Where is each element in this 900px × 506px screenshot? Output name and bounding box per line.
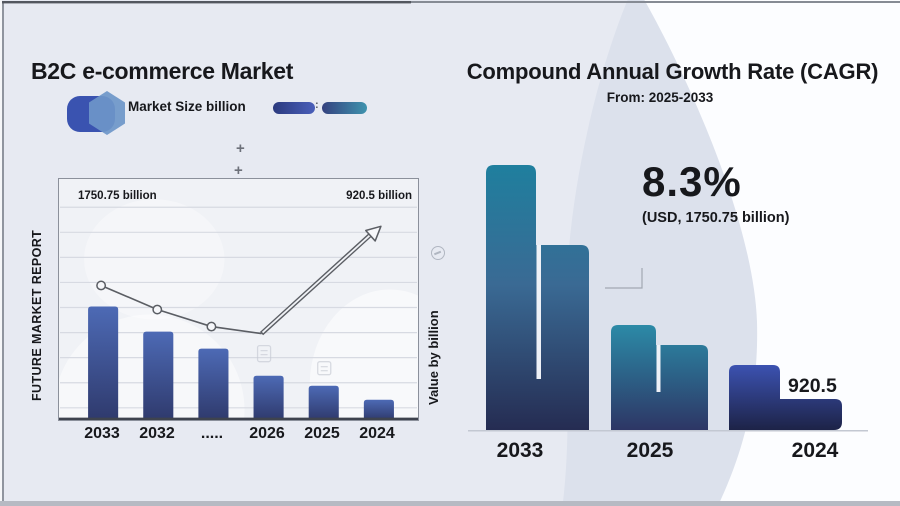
- ratio-pill-right: [322, 102, 367, 114]
- right-x-axis-label: 2033: [497, 439, 544, 462]
- trend-marker: [152, 304, 163, 315]
- bar-slit: [656, 345, 661, 392]
- x-axis-label: .....: [200, 425, 224, 442]
- future-market-report-watermark: FUTURE MARKET REPORT: [30, 229, 44, 401]
- x-axis-label: 2032: [139, 425, 175, 442]
- x-axis-labels: 2033 2032..... 2026 2025 2024: [58, 425, 419, 445]
- ratio-pill-left: [273, 102, 315, 114]
- mini-doc-icon: [256, 344, 272, 363]
- right-x-axis-label: 2024: [792, 439, 839, 462]
- bar-slit: [536, 245, 541, 379]
- cagr-value: 8.3%: [642, 158, 742, 205]
- x-axis-label: 2024: [359, 425, 395, 442]
- plus-mark: +: [234, 162, 243, 179]
- left-chart-title: B2C e-commerce Market: [31, 58, 294, 84]
- region-legend: MEALatin AmericaAsia PacificEuropeNorth …: [0, 460, 900, 500]
- mini-doc-icon: [317, 361, 332, 376]
- frame-left-edge: [0, 0, 2, 506]
- bracket-callout: [605, 268, 643, 289]
- cagr-bar-2024-tall: [729, 365, 780, 430]
- left-chart-svg: [59, 199, 418, 420]
- value-axis-label: Value by billion: [426, 310, 441, 405]
- cagr-bar-2025-tall: [611, 325, 656, 430]
- cagr-subtitle: From: 2025-2033: [606, 90, 714, 105]
- frame-left-line: [2, 2, 4, 504]
- cagr-bar-2033-tall: [486, 165, 536, 430]
- trend-marker: [206, 321, 217, 332]
- trend-marker: [96, 280, 107, 291]
- x-axis-label: 2026: [249, 425, 285, 442]
- ratio-colon: :: [315, 99, 319, 111]
- max-value-label: 1750.75 billion: [78, 190, 157, 202]
- x-axis-label: 2025: [304, 425, 340, 442]
- right-chart-svg: 2033 2025 2024 920.5: [468, 165, 868, 462]
- market-size-bar: [143, 331, 174, 420]
- market-size-bar: [363, 399, 394, 420]
- frame-top-line-dark: [2, 1, 411, 4]
- market-size-bar: [88, 306, 119, 420]
- minus-circle-tick: [433, 250, 442, 255]
- market-size-bar: [308, 385, 339, 420]
- right-x-axis-label: 2025: [627, 439, 674, 462]
- cagr-title: Compound Annual Growth Rate (CAGR): [466, 59, 879, 84]
- plus-mark: +: [236, 140, 245, 157]
- x-axis-label: 2033: [84, 425, 120, 442]
- market-chart-panel: [58, 178, 419, 421]
- watermark-blob: [84, 199, 225, 320]
- market-size-bar: [253, 375, 284, 420]
- min-value-label: 920.5 billion: [346, 190, 412, 202]
- trend-arrow-head: [365, 225, 382, 242]
- value-callout: 920.5: [788, 375, 837, 397]
- market-size-label: Market Size billion: [128, 99, 246, 114]
- cagr-detail: (USD, 1750.75 billion): [642, 210, 790, 226]
- frame-top-line-light: [411, 1, 900, 3]
- trend-line: [100, 284, 262, 335]
- market-size-bar: [198, 348, 229, 420]
- minus-circle-icon: [431, 246, 445, 260]
- trend-arrow-shaft-gap: [261, 234, 371, 334]
- frame-bottom-strip: [0, 501, 900, 506]
- white-wedge-shape: [644, 0, 900, 506]
